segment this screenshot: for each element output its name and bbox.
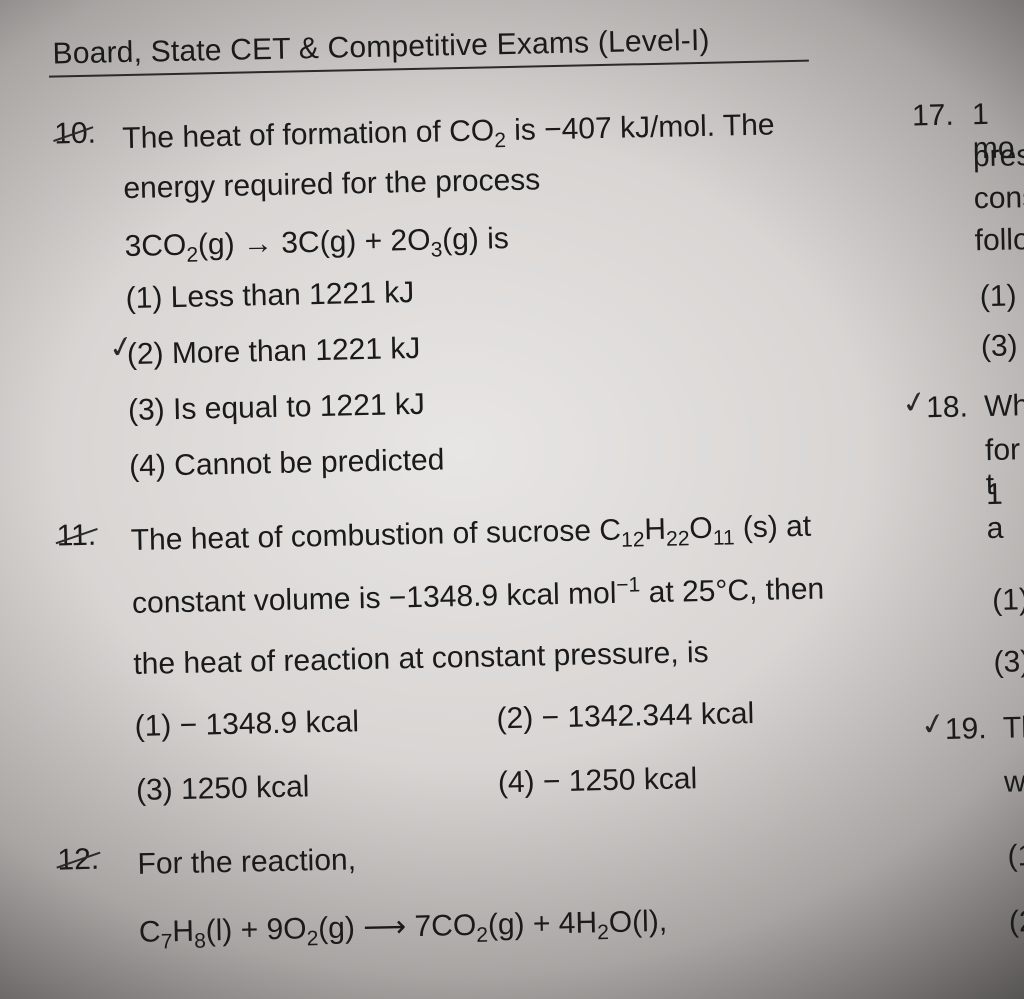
q11-l1a: The heat of combustion of sucrose C	[130, 514, 621, 557]
q18-frag-a: Whi	[984, 389, 1024, 424]
q18-frag-c: 1 a	[986, 477, 1024, 546]
q10-opt2: (2) More than 1221 kJ	[127, 332, 421, 372]
q11-opt1: (1) − 1348.9 kcal	[134, 705, 359, 744]
q12-m1: (l) + 9O	[205, 912, 307, 947]
q19-number: 19.	[945, 712, 987, 747]
q10-opt1: (1) Less than 1221 kJ	[125, 276, 414, 316]
q11-s12: 12	[621, 528, 645, 551]
q11-l2b: at 25°C, then	[640, 572, 824, 609]
q10-line2: energy required for the process	[123, 157, 541, 212]
q10-equation: 3CO2(g) → 3C(g) + 2O3(g) is	[124, 216, 509, 274]
q17-frag-d: follo	[974, 223, 1024, 258]
q10-eq-c: (g) is	[442, 222, 509, 256]
right-opt-2c: (2	[1009, 905, 1024, 940]
q11-o: O	[689, 512, 713, 545]
right-opt-3b: (3)	[993, 645, 1024, 680]
q10-eq-b: (g) → 3C(g) + 2O	[198, 224, 431, 262]
q10-eq-a: 3CO	[124, 229, 186, 263]
q10-l1b: is −407 kJ/mol. The	[505, 108, 774, 147]
q11-opt3: (3) 1250 kcal	[136, 770, 310, 808]
q17-frag-c: cons	[973, 181, 1024, 216]
q12-equation: C7H8(l) + 9O2(g) ⟶ 7CO2(g) + 4H2O(l),	[139, 899, 668, 960]
q11-line1: The heat of combustion of sucrose C12H22…	[130, 504, 811, 568]
right-opt-1a: (1)	[980, 279, 1017, 314]
q10-eq-s1: 2	[186, 244, 198, 267]
q10-opt3: (3) Is equal to 1221 kJ	[128, 388, 425, 428]
right-opt-1b: (1)	[992, 583, 1024, 618]
q12-line1: For the reaction,	[137, 837, 356, 888]
q10-line1: The heat of formation of CO2 is −407 kJ/…	[122, 100, 903, 166]
q10-eq-s2: 3	[430, 238, 442, 261]
q11-sup: −1	[616, 573, 640, 596]
right-opt-3a: (3)	[981, 329, 1018, 364]
q11-l2a: constant volume is −1348.9 kcal mol	[132, 577, 617, 620]
q10-opt4: (4) Cannot be predicted	[129, 443, 445, 484]
q11-s22: 22	[666, 527, 690, 550]
q10-l1a: The heat of formation of CO	[122, 114, 494, 155]
q18-number: 18.	[926, 390, 968, 425]
q11-opt4: (4) − 1250 kcal	[498, 762, 698, 800]
q10-opt2-checkmark: ✓	[106, 328, 137, 367]
q17-number: 17.	[912, 99, 954, 134]
q19-frag-a: Th	[1003, 711, 1024, 746]
q11-opt2: (2) − 1342.344 kcal	[496, 697, 754, 736]
q12-s2b: 2	[476, 924, 488, 947]
q12-s2c: 2	[597, 921, 609, 944]
q12-m3: (g) + 4H	[488, 906, 598, 941]
q11-l1b: (s) at	[734, 510, 811, 545]
q12-eq-c: C	[139, 915, 161, 948]
q12-m4: O(l),	[608, 905, 667, 939]
q11-s11: 11	[713, 526, 735, 549]
q17-frag-b: pres	[973, 139, 1024, 174]
q11-line3: the heat of reaction at constant pressur…	[133, 630, 709, 689]
q12-s7: 7	[161, 930, 173, 953]
q12-eq-h: H	[172, 915, 194, 948]
q19-frag-b: wh	[1004, 765, 1024, 800]
q11-line2: constant volume is −1348.9 kcal mol−1 at…	[132, 565, 825, 627]
q12-m2: (g) ⟶ 7CO	[318, 909, 477, 945]
q12-s8: 8	[194, 930, 206, 953]
q11-h: H	[644, 513, 666, 546]
q12-s2a: 2	[306, 927, 318, 950]
right-opt-1c: (1	[1007, 839, 1024, 874]
q10-l1sub: 2	[494, 129, 506, 152]
